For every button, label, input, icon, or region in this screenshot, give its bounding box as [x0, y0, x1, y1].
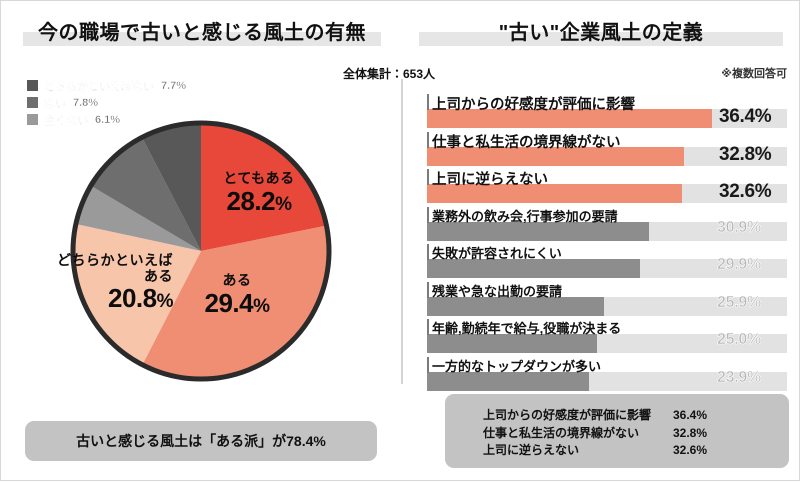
bar-value: 25.9% [717, 293, 762, 311]
left-panel-title: 今の職場で古いと感じる風土の有無 [38, 21, 366, 44]
summary-row-label: 仕事と私生活の境界線がない [483, 425, 640, 440]
pie-slice-nai [88, 136, 201, 251]
bar-label: 上司からの好感度が評価に影響 [432, 97, 635, 113]
bar-row: 失敗が許容されにくい 29.9% [427, 243, 787, 281]
pie-label-aru: ある 29.4% [177, 272, 297, 318]
legend-swatch-icon [27, 97, 38, 108]
legend-label: ない [44, 97, 66, 110]
bar-row: 仕事と私生活の境界線がない 32.8% [427, 131, 787, 169]
bar-value: 32.8% [719, 143, 772, 165]
right-panel: "古い"企業風土の定義 ※複数回答可 [401, 1, 800, 482]
pie-chart [63, 113, 339, 389]
summary-row-value: 36.4% [673, 408, 708, 422]
bar-tick [427, 206, 429, 223]
bar-row: 年齢,勤続年で給与,役職が決まる 25.0% [427, 318, 787, 356]
bar-tick [427, 319, 429, 335]
bar-fill [427, 146, 684, 166]
summary-row-label: 上司に逆らえない [483, 443, 580, 457]
left-panel: 今の職場で古いと感じる風土の有無 どちらかといえばない 7.7% ない 7.8%… [1, 1, 401, 482]
bar-label: 上司に逆らえない [432, 172, 548, 188]
bar-row: 業務外の飲み会,行事参加の要請 30.9% [427, 206, 787, 244]
bar-value: 36.4% [719, 106, 772, 127]
bar-tick [427, 281, 429, 298]
legend-swatch-icon [27, 80, 38, 91]
bar-value: 30.9% [717, 218, 762, 236]
summary-row-label: 上司からの好感度が評価に影響 [483, 408, 652, 422]
bar-row: 一方的なトップダウンが多い 23.9% [427, 356, 787, 394]
bar-row: 残業や急な出勤の要請 25.9% [427, 281, 787, 319]
pie-chart-svg [70, 120, 332, 382]
pie-slice-totemo-aru [201, 123, 327, 251]
summary-row-value: 32.8% [673, 425, 708, 440]
bar-tick [427, 94, 429, 110]
bar-fill [427, 371, 589, 391]
pie-legend: どちらかといえばない 7.7% ない 7.8% 全くない 6.1% [27, 77, 237, 128]
pie-slice-aru [142, 225, 329, 380]
bar-label: 年齢,勤続年で給与,役職が決まる [432, 321, 622, 336]
summary-row: 上司に逆らえない 32.6% [483, 441, 733, 459]
right-summary-box: 上司からの好感度が評価に影響 36.4% 仕事と私生活の境界線がない 32.8%… [445, 394, 789, 468]
pie-label-caption: ある [222, 272, 252, 288]
bar-fill [427, 221, 649, 241]
bar-fill [427, 334, 597, 353]
bar-row: 上司に逆らえない 32.6% [427, 168, 787, 206]
legend-item: 全くない 6.1% [27, 111, 237, 128]
legend-value: 7.7% [161, 79, 187, 92]
bar-value: 23.9% [717, 368, 762, 386]
pie-label-caption-line2: ある [144, 267, 173, 284]
right-summary-list: 上司からの好感度が評価に影響 36.4% 仕事と私生活の境界線がない 32.8%… [483, 406, 733, 459]
summary-row: 仕事と私生活の境界線がない 32.8% [483, 424, 733, 442]
pie-slice-mattaku-nai [74, 184, 201, 251]
pie-slice-dochiraka-aru [71, 223, 201, 365]
pie-label-caption-line1: どちらかといえば [57, 252, 173, 268]
bar-label: 業務外の飲み会,行事参加の要請 [432, 208, 618, 224]
bar-value: 25.0% [717, 331, 762, 349]
pie-label-caption: とてもある [223, 170, 295, 186]
multiple-answer-note: ※複数回答可 [721, 68, 787, 80]
right-heading-underlay [419, 32, 783, 46]
bar-fill [427, 109, 712, 128]
bar-value: 32.6% [719, 181, 772, 202]
bar-tick [427, 244, 429, 260]
right-panel-title: "古い"企業風土の定義 [498, 21, 704, 44]
pie-label-totemo-aru: とてもある 28.2% [193, 170, 325, 216]
left-heading-underlay [23, 32, 381, 46]
bar-tick [427, 356, 429, 373]
bar-row: 上司からの好感度が評価に影響 36.4% [427, 93, 787, 131]
bar-fill [427, 296, 604, 316]
legend-value: 6.1% [95, 113, 121, 126]
summary-row-value: 32.6% [673, 443, 708, 457]
pie-label-value: 29.4% [204, 287, 270, 318]
pie-slice-dochiraka-nai [141, 122, 201, 251]
pie-label-dochiraka-aru: どちらかといえば ある 20.8% [13, 252, 174, 314]
bar-tick [427, 131, 429, 148]
pie-label-value: 20.8% [107, 283, 174, 314]
bar-tick [427, 169, 429, 185]
bar-value: 29.9% [717, 256, 762, 274]
summary-row: 上司からの好感度が評価に影響 36.4% [483, 406, 733, 424]
bar-label: 仕事と私生活の境界線がない [432, 134, 621, 151]
bar-fill [427, 184, 682, 203]
legend-value: 7.8% [73, 96, 99, 109]
pie-label-value: 28.2% [226, 185, 292, 216]
legend-label: どちらかといえばない [44, 80, 154, 93]
bar-fill [427, 259, 640, 278]
bar-chart: 上司からの好感度が評価に影響 36.4% 仕事と私生活の境界線がない 32.8%… [427, 93, 787, 393]
legend-swatch-icon [27, 114, 38, 125]
legend-item: ない 7.8% [27, 94, 237, 111]
panel-divider [401, 79, 403, 384]
legend-item: どちらかといえばない 7.7% [27, 77, 237, 94]
bar-label: 一方的なトップダウンが多い [432, 358, 602, 374]
legend-label: 全くない [44, 114, 88, 127]
total-count-note: 全体集計：653人 [343, 67, 436, 81]
left-summary-pill: 古いと感じる風土は「ある派」が78.4% [25, 421, 377, 461]
pie-outline [70, 120, 332, 382]
bar-label: 残業や急な出勤の要請 [432, 283, 563, 299]
bar-label: 失敗が許容されにくい [432, 246, 562, 261]
